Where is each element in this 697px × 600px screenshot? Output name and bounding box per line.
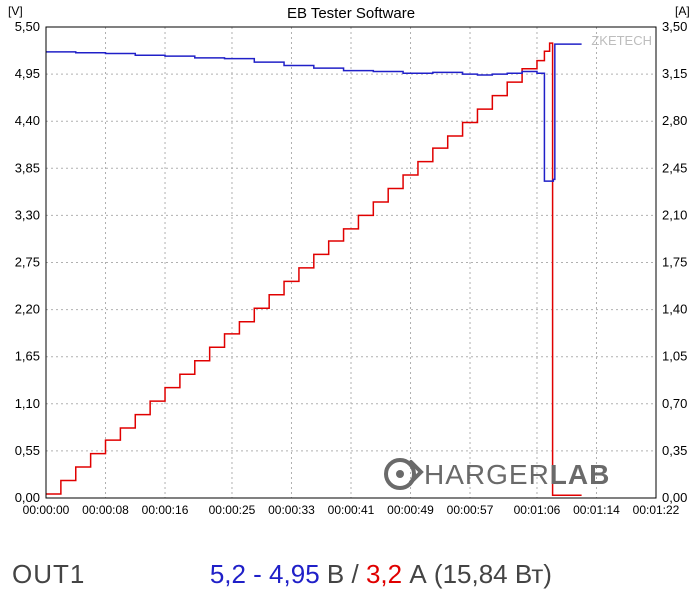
left-tick-label: 4,95 bbox=[15, 66, 40, 81]
right-tick-label: 2,80 bbox=[662, 113, 687, 128]
left-tick-label: 2,20 bbox=[15, 302, 40, 317]
left-tick-label: 3,30 bbox=[15, 207, 40, 222]
chart-title: EB Tester Software bbox=[287, 5, 415, 22]
voltage-range: 5,2 - 4,95 bbox=[210, 559, 320, 589]
x-tick-label: 00:01:14 bbox=[573, 503, 620, 517]
svg-text:HARGERLAB: HARGERLAB bbox=[424, 459, 610, 490]
x-tick-label: 00:00:16 bbox=[142, 503, 189, 517]
power-value: (15,84 Вт) bbox=[434, 559, 552, 589]
current-unit: А bbox=[409, 559, 426, 589]
current-value: 3,2 bbox=[366, 559, 402, 589]
right-tick-label: 1,05 bbox=[662, 349, 687, 364]
x-tick-label: 00:00:49 bbox=[387, 503, 434, 517]
left-tick-label: 1,10 bbox=[15, 396, 40, 411]
left-tick-label: 1,65 bbox=[15, 349, 40, 364]
output-summary: OUT1 5,2 - 4,95 В / 3,2 А (15,84 Вт) bbox=[0, 559, 697, 590]
x-tick-label: 00:00:08 bbox=[82, 503, 129, 517]
right-tick-label: 1,75 bbox=[662, 255, 687, 270]
left-tick-label: 5,50 bbox=[15, 19, 40, 34]
right-tick-label: 1,40 bbox=[662, 302, 687, 317]
eb-tester-chart: EB Tester Software[V][A]0,000,551,101,65… bbox=[0, 0, 697, 548]
left-tick-label: 3,85 bbox=[15, 160, 40, 175]
left-tick-label: 2,75 bbox=[15, 255, 40, 270]
separator: / bbox=[351, 559, 365, 589]
right-tick-label: 3,50 bbox=[662, 19, 687, 34]
x-tick-label: 00:01:22 bbox=[633, 503, 680, 517]
left-tick-label: 4,40 bbox=[15, 113, 40, 128]
x-tick-label: 00:00:41 bbox=[328, 503, 375, 517]
x-tick-label: 00:00:33 bbox=[268, 503, 315, 517]
right-tick-label: 0,70 bbox=[662, 396, 687, 411]
left-tick-label: 0,55 bbox=[15, 443, 40, 458]
x-tick-label: 00:00:00 bbox=[23, 503, 70, 517]
left-axis-unit: [V] bbox=[8, 4, 23, 18]
x-tick-label: 00:01:06 bbox=[514, 503, 561, 517]
voltage-unit: В bbox=[327, 559, 344, 589]
right-tick-label: 2,45 bbox=[662, 160, 687, 175]
output-label: OUT1 bbox=[0, 559, 85, 589]
x-tick-label: 00:00:57 bbox=[447, 503, 494, 517]
watermark: ZKETECH bbox=[591, 33, 652, 48]
right-tick-label: 3,15 bbox=[662, 66, 687, 81]
right-axis-unit: [A] bbox=[675, 4, 690, 18]
right-tick-label: 2,10 bbox=[662, 207, 687, 222]
right-tick-label: 0,35 bbox=[662, 443, 687, 458]
x-tick-label: 00:00:25 bbox=[209, 503, 256, 517]
